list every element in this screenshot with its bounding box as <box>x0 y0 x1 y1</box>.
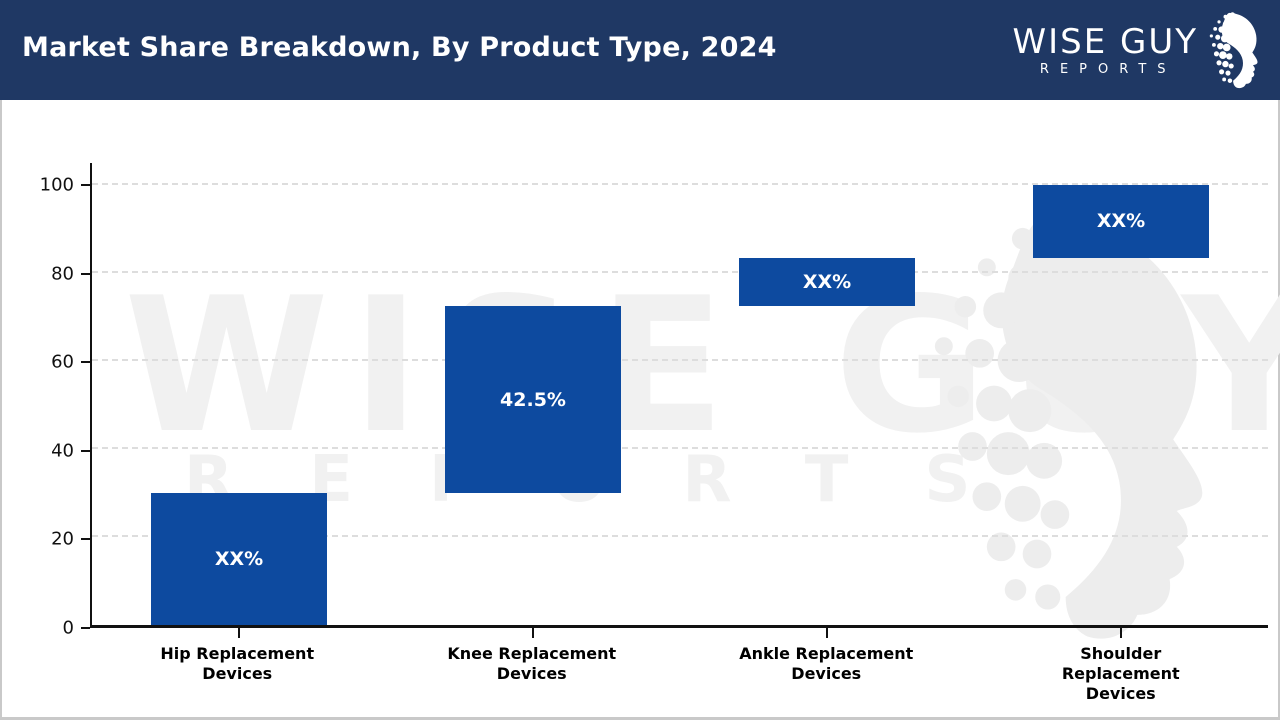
y-tick-label: 20 <box>51 528 74 550</box>
bar-segment: XX% <box>1032 185 1210 258</box>
bar-value-label: XX% <box>1096 210 1146 233</box>
gridline <box>92 271 1268 273</box>
x-tick-mark <box>238 628 240 638</box>
x-axis-labels: Hip Replacement Devices Knee Replacement … <box>90 644 1268 704</box>
y-tick-label: 0 <box>62 617 74 639</box>
x-tick-mark <box>1120 628 1122 638</box>
x-axis-label: Ankle Replacement Devices <box>739 644 914 683</box>
bar-segment: XX% <box>150 493 328 625</box>
chart: 0 20 40 60 80 100 XX% 42.5% XX% XX% Hip Replacem… <box>2 163 1280 703</box>
header-bar: Market Share Breakdown, By Product Type,… <box>0 0 1280 100</box>
x-axis-label: Knee Replacement Devices <box>447 644 617 683</box>
y-tick-label: 80 <box>51 263 74 285</box>
chart-title: Market Share Breakdown, By Product Type,… <box>22 31 777 63</box>
y-tick-mark <box>81 627 90 629</box>
x-axis-label: Hip Replacement Devices <box>160 644 315 683</box>
bar-segment: 42.5% <box>444 306 622 493</box>
y-tick-label: 100 <box>39 174 74 196</box>
x-tick-mark <box>532 628 534 638</box>
y-tick-mark <box>81 184 90 187</box>
gridline <box>92 183 1268 185</box>
logo-wordmark: WISE GUY <box>1012 21 1198 62</box>
logo-text: WISE GUY REPORTS <box>1012 25 1198 76</box>
bar-value-label: 42.5% <box>500 388 566 411</box>
y-tick-mark <box>81 449 90 452</box>
y-tick-mark <box>81 538 90 541</box>
bar-value-label: XX% <box>802 270 852 293</box>
gridline <box>92 359 1268 361</box>
logo-face-icon <box>1209 12 1258 89</box>
logo-subtitle: REPORTS <box>1039 61 1177 77</box>
wiseguy-logo: WISE GUY REPORTS <box>1012 10 1266 90</box>
y-tick-mark <box>81 361 90 364</box>
y-tick-label: 40 <box>51 440 74 462</box>
plot-area: XX% 42.5% XX% XX% <box>90 163 1268 638</box>
bar-segment: XX% <box>738 257 916 306</box>
y-axis: 0 20 40 60 80 100 <box>2 163 90 639</box>
bar-value-label: XX% <box>214 548 264 570</box>
gridline <box>92 447 1268 449</box>
x-axis-label: Shoulder Replacement Devices <box>1061 644 1180 703</box>
x-tick-mark <box>826 628 828 638</box>
gridline <box>92 535 1268 537</box>
y-tick-mark <box>81 272 90 275</box>
y-tick-label: 60 <box>51 351 74 373</box>
